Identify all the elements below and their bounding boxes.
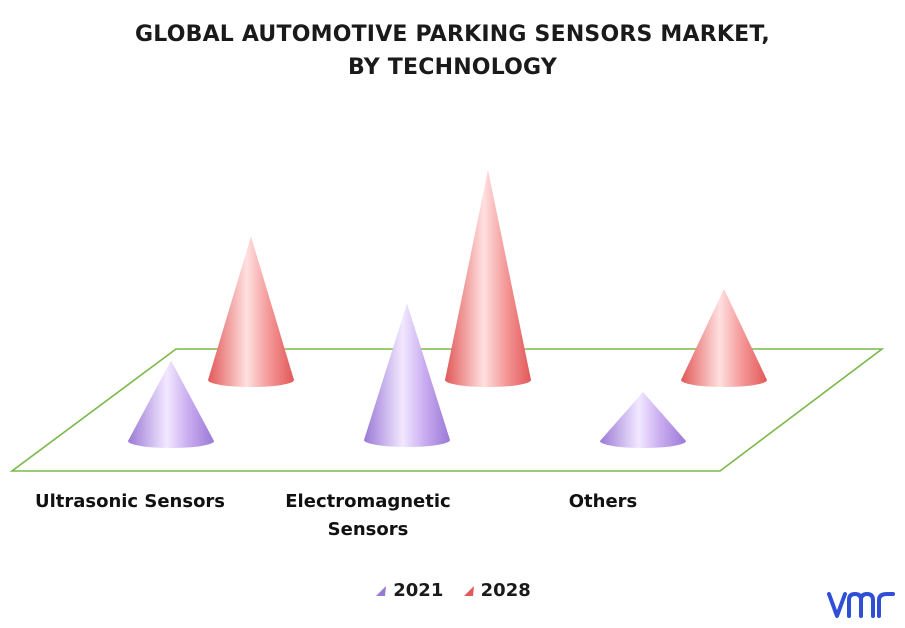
category-label-electromagnetic: Electromagnetic Sensors xyxy=(285,491,451,540)
cone-2021-others xyxy=(600,392,686,448)
cone-2021-ultrasonic-sensors xyxy=(128,360,214,448)
category-label-others: Others xyxy=(568,491,638,512)
legend-label-2021: 2021 xyxy=(393,580,444,601)
title-line-2: BY TECHNOLOGY xyxy=(348,55,557,80)
cone-2021-electromagnetic-sensors xyxy=(364,303,450,447)
cone-2028-others xyxy=(681,289,767,387)
cone-2028-electromagnetic-sensors xyxy=(445,170,531,387)
legend-swatch-2021 xyxy=(376,586,387,596)
vmr-logo xyxy=(827,591,895,618)
legend-swatch-2028 xyxy=(463,586,474,596)
legend-item-2028: 2028 xyxy=(462,580,531,601)
legend-label-2028: 2028 xyxy=(480,580,531,601)
category-label-ultrasonic: Ultrasonic Sensors xyxy=(34,491,226,512)
legend: 2021 2028 xyxy=(0,580,905,602)
floor-plane xyxy=(9,348,885,472)
chart-title: GLOBAL AUTOMOTIVE PARKING SENSORS MARKET… xyxy=(0,18,905,84)
legend-item-2021: 2021 xyxy=(374,580,443,601)
title-line-1: GLOBAL AUTOMOTIVE PARKING SENSORS MARKET… xyxy=(135,22,770,47)
cone-2028-ultrasonic-sensors xyxy=(208,236,294,387)
